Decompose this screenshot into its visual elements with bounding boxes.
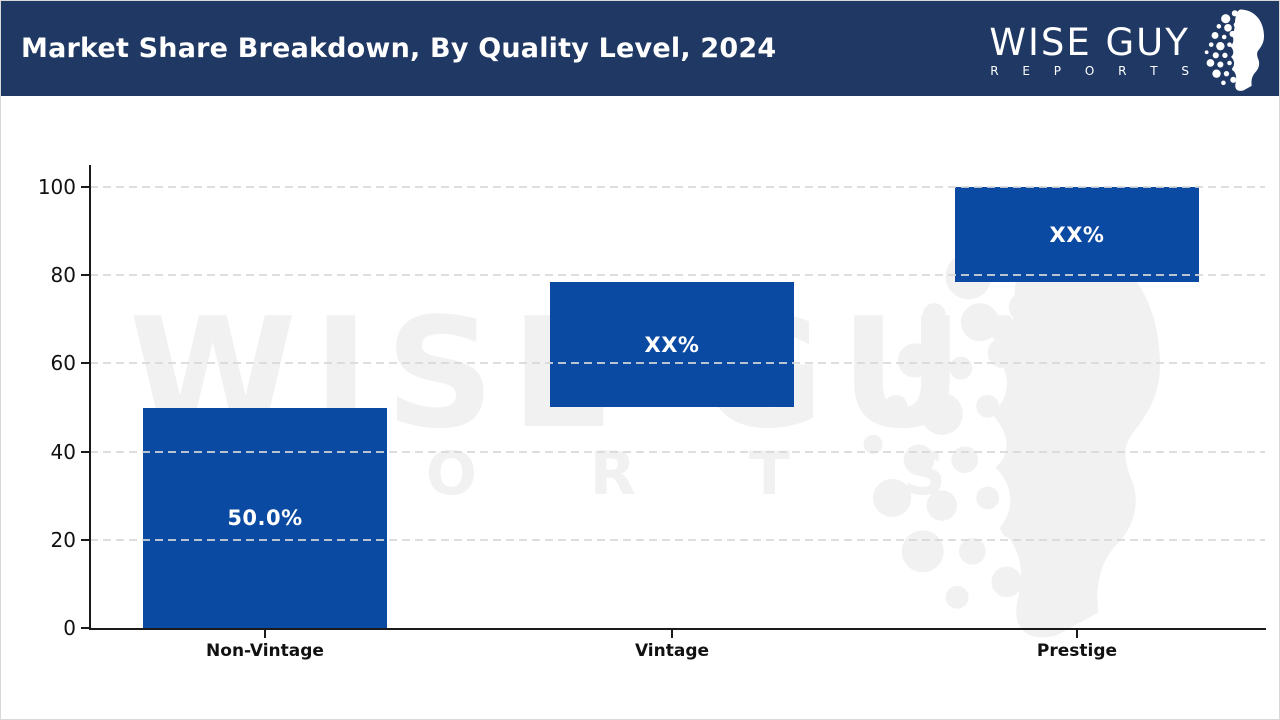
brand-subtitle: R E P O R T S bbox=[990, 63, 1199, 78]
y-tick-label: 20 bbox=[50, 527, 76, 552]
gridline bbox=[90, 186, 1265, 188]
bar-segment: XX% bbox=[550, 282, 794, 408]
gridline bbox=[90, 362, 1265, 365]
brand-name: WISE GUY bbox=[989, 20, 1190, 64]
bar-value-label: XX% bbox=[644, 332, 700, 357]
y-tick-mark bbox=[81, 538, 90, 541]
y-tick-label: 80 bbox=[50, 263, 76, 288]
y-tick-label: 100 bbox=[37, 175, 76, 199]
page-title: Market Share Breakdown, By Quality Level… bbox=[21, 33, 777, 64]
y-axis-line bbox=[89, 165, 91, 630]
brand-logo-text: WISE GUY R E P O R T S bbox=[980, 20, 1199, 78]
y-tick-label: 0 bbox=[63, 616, 76, 640]
logo-face-icon bbox=[1204, 9, 1265, 91]
y-tick-mark bbox=[81, 274, 90, 277]
header-bar: Market Share Breakdown, By Quality Level… bbox=[1, 1, 1279, 96]
x-category-label: Prestige bbox=[1036, 641, 1118, 661]
gridline bbox=[90, 274, 1265, 277]
gridline bbox=[90, 450, 1265, 453]
y-tick-mark bbox=[81, 362, 90, 365]
y-tick-mark bbox=[81, 627, 90, 629]
x-category-label: Vintage bbox=[634, 641, 710, 661]
x-category-label: Non-Vintage bbox=[206, 641, 324, 661]
bar-value-label: XX% bbox=[1049, 222, 1105, 247]
x-tick-mark bbox=[1076, 630, 1078, 638]
gridline bbox=[90, 538, 1265, 541]
y-tick-label: 60 bbox=[50, 351, 76, 376]
x-axis-line bbox=[89, 628, 1266, 630]
y-tick-mark bbox=[81, 450, 90, 453]
x-tick-mark bbox=[264, 630, 266, 638]
bar-value-label: 50.0% bbox=[227, 505, 303, 530]
y-tick-mark bbox=[81, 186, 90, 188]
x-tick-mark bbox=[671, 630, 673, 638]
brand-logo: WISE GUY R E P O R T S bbox=[980, 8, 1269, 92]
bar-segment: 50.0% bbox=[143, 407, 387, 628]
bar-segment: XX% bbox=[955, 187, 1199, 283]
y-tick-label: 40 bbox=[50, 439, 76, 464]
